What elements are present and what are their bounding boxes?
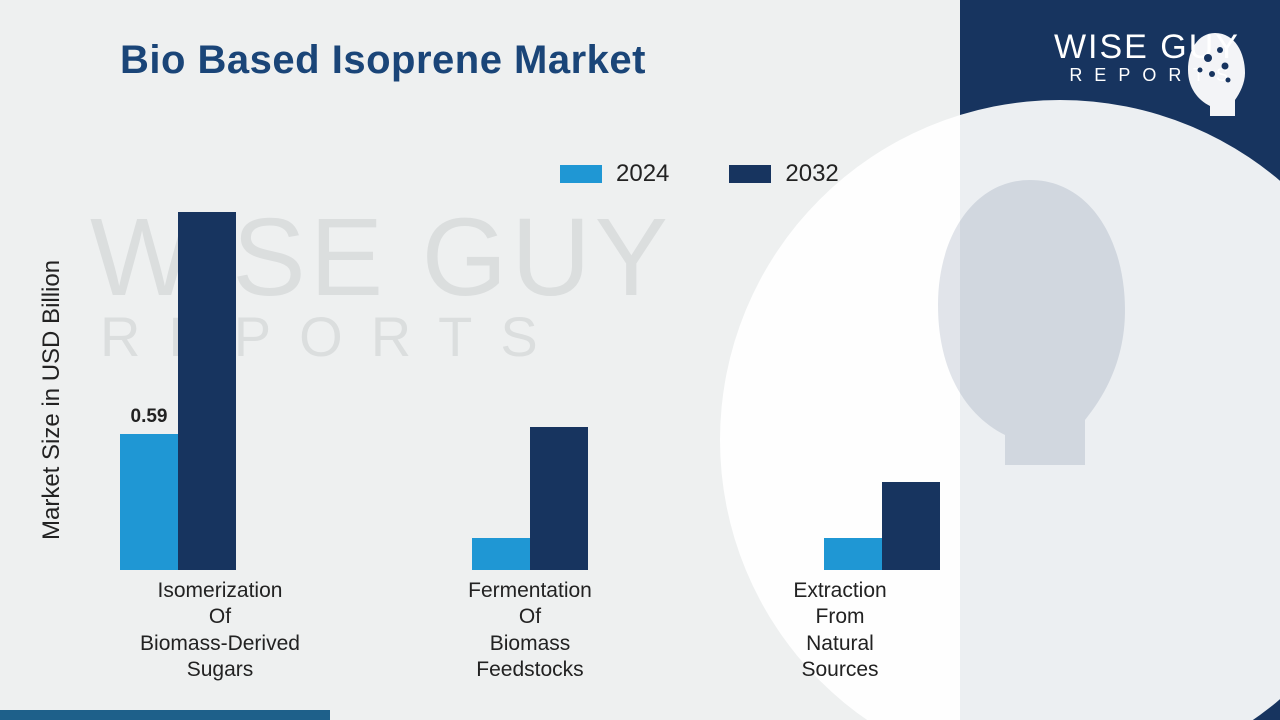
- head-icon: [1180, 28, 1250, 118]
- bar-group-2: [824, 482, 940, 570]
- x-axis-labels: Isomerization Of Biomass-Derived Sugars …: [120, 578, 940, 683]
- bars-container: 0.59: [120, 200, 940, 570]
- bar-group-0: 0.59: [120, 212, 236, 570]
- bar-2-2024: [824, 538, 882, 570]
- bar-1-2024: [472, 538, 530, 570]
- legend-label-2032: 2032: [785, 160, 838, 188]
- legend-item-2024: 2024: [560, 160, 669, 188]
- legend-swatch-2024: [560, 165, 602, 183]
- y-axis-label: Market Size in USD Billion: [38, 260, 66, 540]
- x-label-2: Extraction From Natural Sources: [740, 578, 940, 683]
- watermark-head-icon: [920, 170, 1140, 470]
- legend-item-2032: 2032: [729, 160, 838, 188]
- brand-logo: WISE GUY REPORTS: [1054, 28, 1240, 86]
- bar-0-2024: 0.59: [120, 434, 178, 570]
- footer-accent-bar: [0, 710, 330, 720]
- bar-0-2032: [178, 212, 236, 570]
- x-label-0: Isomerization Of Biomass-Derived Sugars: [120, 578, 320, 683]
- bar-1-2032: [530, 427, 588, 570]
- chart-legend: 2024 2032: [560, 160, 839, 188]
- chart-title: Bio Based Isoprene Market: [120, 38, 646, 83]
- x-label-1: Fermentation Of Biomass Feedstocks: [430, 578, 630, 683]
- page-root: WISE GUY REPORTS WISE GUY REPORTS Bio Ba…: [0, 0, 1280, 720]
- legend-swatch-2032: [729, 165, 771, 183]
- bar-2-2032: [882, 482, 940, 570]
- legend-label-2024: 2024: [616, 160, 669, 188]
- bar-group-1: [472, 427, 588, 570]
- bar-chart: 0.59: [120, 200, 940, 570]
- bar-value-label: 0.59: [131, 406, 168, 428]
